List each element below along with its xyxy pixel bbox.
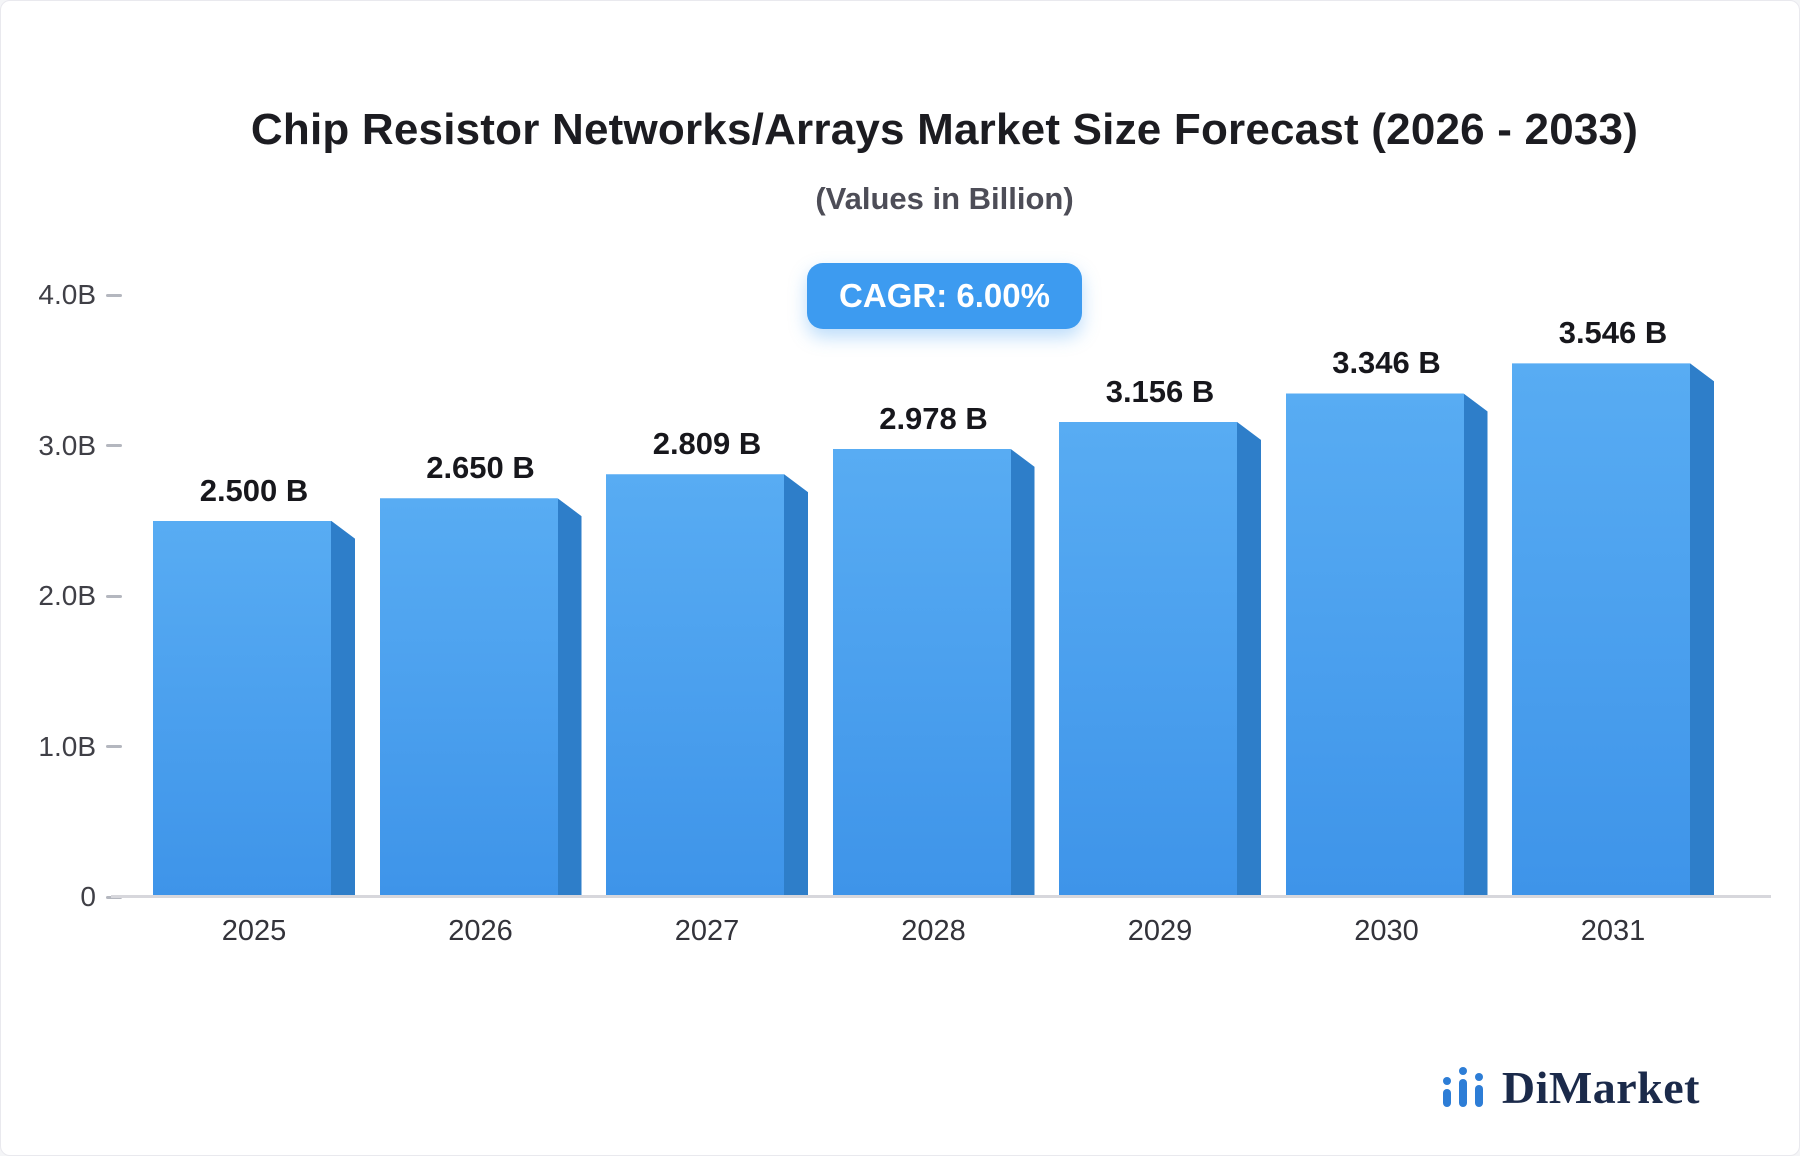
bar-slot: 2.809 B — [606, 426, 808, 897]
x-axis-label: 2026 — [448, 915, 513, 947]
y-tick-label: 0 — [80, 881, 96, 912]
bar — [153, 521, 355, 897]
bar-slot: 3.156 B — [1059, 374, 1261, 897]
x-axis-label: 2029 — [1127, 915, 1193, 947]
y-tick: 4.0B — [38, 279, 122, 310]
y-tick-mark — [106, 745, 122, 748]
y-tick: 2.0B — [38, 580, 122, 611]
bar — [1059, 422, 1261, 897]
bar-slot: 3.546 B — [1512, 315, 1714, 897]
y-tick-label: 3.0B — [38, 429, 96, 461]
x-axis-label: 2030 — [1354, 915, 1419, 947]
bar-chart-dots-icon — [1442, 1066, 1483, 1107]
chart-title: Chip Resistor Networks/Arrays Market Siz… — [250, 105, 1639, 154]
y-tick: 3.0B — [38, 429, 122, 461]
bar-slot: 2.650 B — [380, 450, 582, 897]
bar-value-label: 2.500 B — [199, 472, 309, 508]
bar-value-label: 2.978 B — [879, 400, 988, 436]
cagr-badge-wrap: CAGR: 6.00% — [123, 263, 1766, 329]
bar-value-label: 3.346 B — [1332, 345, 1441, 381]
x-axis-label: 2025 — [221, 915, 287, 947]
chart-subtitle: (Values in Billion) — [815, 181, 1074, 216]
bar-value-label: 2.650 B — [426, 450, 535, 486]
bar — [606, 474, 808, 897]
dimarket-logo-text: DiMarket — [1501, 1062, 1700, 1113]
plot-area: 2.500 B 2.650 B 2.809 B 2.978 B 3.156 B 3.346… — [123, 295, 1766, 897]
bar-slot: 2.978 B — [833, 401, 1035, 897]
bar-value-label: 3.156 B — [1105, 374, 1215, 410]
bar — [1286, 393, 1488, 897]
y-tick: 1.0B — [38, 730, 122, 762]
x-axis-label: 2031 — [1580, 915, 1646, 947]
bar — [1512, 363, 1714, 897]
cagr-badge: CAGR: 6.00% — [807, 263, 1082, 329]
bar-value-label: 3.546 B — [1558, 315, 1668, 351]
y-tick-label: 4.0B — [38, 279, 96, 310]
bar-slot: 3.346 B — [1286, 345, 1488, 897]
y-tick-label: 1.0B — [38, 730, 96, 762]
bar-slot: 2.500 B — [153, 473, 355, 897]
bar — [833, 449, 1035, 897]
y-tick-mark — [106, 293, 122, 297]
dimarket-logo: DiMarket — [1438, 1061, 1700, 1114]
bar — [380, 498, 582, 897]
y-tick-mark — [106, 444, 122, 447]
x-axis-label: 2027 — [674, 915, 740, 947]
y-axis: 4.0B 3.0B 2.0B 1.0B 0 — [1, 279, 122, 912]
chart-header: Chip Resistor Networks/Arrays Market Siz… — [123, 105, 1766, 217]
bar-value-label: 2.809 B — [652, 426, 762, 462]
x-axis-line — [111, 895, 1771, 898]
y-tick-label: 2.0B — [38, 580, 96, 611]
x-axis-label: 2028 — [901, 915, 966, 947]
y-tick-mark — [106, 594, 122, 598]
x-axis-labels: 2025 2026 2027 2028 2029 2030 2031 — [123, 915, 1766, 948]
